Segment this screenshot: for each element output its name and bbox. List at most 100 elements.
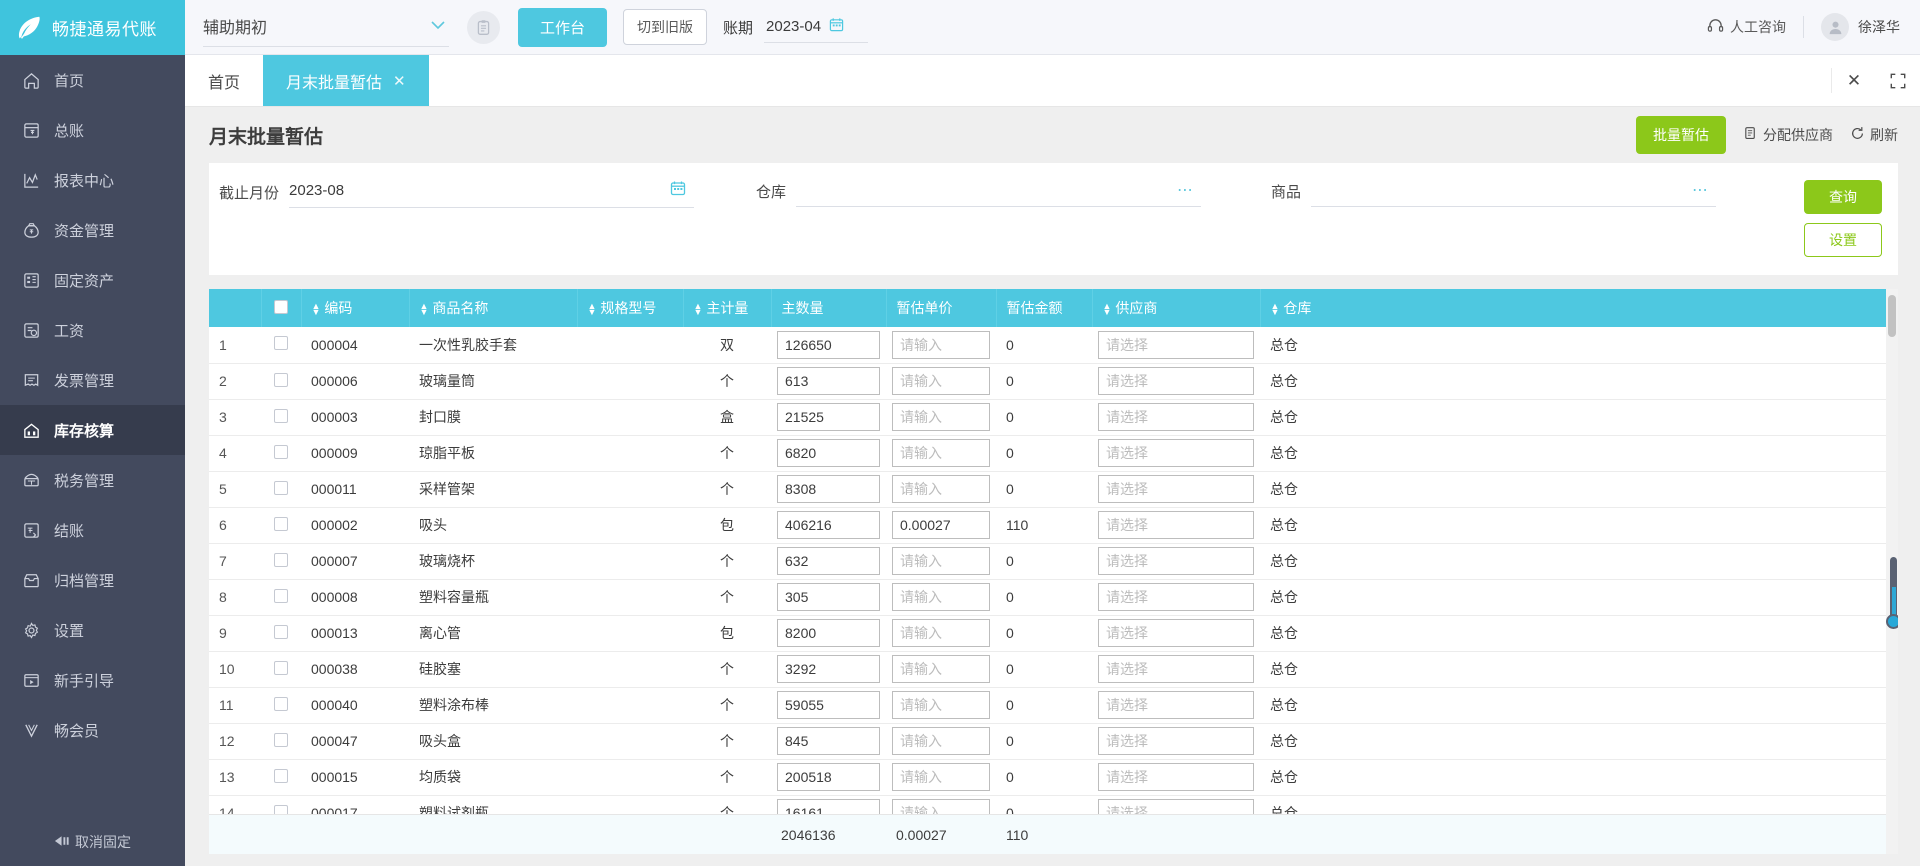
estimate-price-input[interactable]: 请输入	[892, 619, 990, 647]
cell-supplier[interactable]: 请选择	[1092, 543, 1260, 580]
quantity-input[interactable]: 613	[777, 367, 880, 395]
row-checkbox[interactable]	[274, 696, 288, 711]
cell-quantity[interactable]: 200518	[771, 759, 886, 796]
collapse-sidebar-button[interactable]: 取消固定	[0, 818, 185, 866]
quantity-input[interactable]: 16161	[777, 799, 880, 814]
supplier-select[interactable]: 请选择	[1098, 727, 1254, 755]
cell-quantity[interactable]: 8308	[771, 471, 886, 508]
row-checkbox[interactable]	[274, 624, 288, 639]
row-checkbox-cell[interactable]	[261, 579, 301, 616]
row-checkbox-cell[interactable]	[261, 723, 301, 760]
sidebar-item-settings[interactable]: 设置	[0, 605, 185, 655]
row-checkbox[interactable]	[274, 660, 288, 675]
close-icon[interactable]: ✕	[1846, 70, 1862, 90]
table-row[interactable]: 7 000007 玻璃烧杯 个 632 请输入 0 请选择 总仓	[209, 543, 1898, 580]
row-checkbox-cell[interactable]	[261, 651, 301, 688]
row-checkbox[interactable]	[274, 732, 288, 747]
sort-icon[interactable]: ▲ ▼	[587, 301, 597, 318]
table-row[interactable]: 2 000006 玻璃量筒 个 613 请输入 0 请选择 总仓	[209, 363, 1898, 400]
estimate-price-input[interactable]: 请输入	[892, 475, 990, 503]
account-period-field[interactable]: 2023-04	[764, 12, 869, 43]
row-checkbox[interactable]	[274, 804, 288, 814]
cell-estimate-price[interactable]: 请输入	[886, 759, 996, 796]
row-checkbox[interactable]	[274, 516, 288, 531]
cell-estimate-price[interactable]: 请输入	[886, 327, 996, 364]
cell-supplier[interactable]: 请选择	[1092, 327, 1260, 364]
estimate-price-input[interactable]: 请输入	[892, 403, 990, 431]
estimate-price-input[interactable]: 请输入	[892, 655, 990, 683]
cell-supplier[interactable]: 请选择	[1092, 651, 1260, 688]
row-checkbox-cell[interactable]	[261, 471, 301, 508]
row-checkbox-cell[interactable]	[261, 399, 301, 436]
cell-estimate-price[interactable]: 请输入	[886, 363, 996, 400]
row-checkbox[interactable]	[274, 444, 288, 459]
sidebar-item-general-ledger[interactable]: 总账	[0, 105, 185, 155]
table-row[interactable]: 3 000003 封口膜 盒 21525 请输入 0 请选择 总仓	[209, 399, 1898, 436]
tab-month-end-batch-estimate[interactable]: 月末批量暂估 ✕	[263, 55, 429, 106]
sidebar-item-fund-management[interactable]: 资金管理	[0, 205, 185, 255]
estimate-price-input[interactable]: 请输入	[892, 727, 990, 755]
username-label[interactable]: 徐泽华	[1858, 19, 1900, 35]
sidebar-item-vip-member[interactable]: 畅会员	[0, 705, 185, 755]
cell-estimate-price[interactable]: 请输入	[886, 687, 996, 724]
vertical-scrollbar[interactable]	[1886, 289, 1898, 854]
row-checkbox-cell[interactable]	[261, 543, 301, 580]
row-checkbox[interactable]	[274, 336, 288, 351]
row-checkbox-cell[interactable]	[261, 795, 301, 814]
quantity-input[interactable]: 59055	[777, 691, 880, 719]
row-checkbox[interactable]	[274, 588, 288, 603]
sort-icon[interactable]: ▲ ▼	[311, 301, 321, 318]
quantity-input[interactable]: 21525	[777, 403, 880, 431]
refresh-button[interactable]: 刷新	[1850, 125, 1898, 145]
row-checkbox-cell[interactable]	[261, 507, 301, 544]
cell-quantity[interactable]: 21525	[771, 399, 886, 436]
row-checkbox[interactable]	[274, 768, 288, 783]
table-row[interactable]: 9 000013 离心管 包 8200 请输入 0 请选择 总仓	[209, 615, 1898, 652]
cell-quantity[interactable]: 59055	[771, 687, 886, 724]
cell-estimate-price[interactable]: 请输入	[886, 543, 996, 580]
sidebar-item-payroll[interactable]: 工资	[0, 305, 185, 355]
cell-estimate-price[interactable]: 请输入	[886, 399, 996, 436]
scrollbar-drag-handle[interactable]	[1886, 557, 1898, 629]
batch-estimate-button[interactable]: 批量暂估	[1636, 116, 1726, 154]
quantity-input[interactable]: 6820	[777, 439, 880, 467]
calendar-icon[interactable]	[670, 180, 686, 201]
cell-supplier[interactable]: 请选择	[1092, 795, 1260, 814]
cell-quantity[interactable]: 406216	[771, 507, 886, 544]
quantity-input[interactable]: 200518	[777, 763, 880, 791]
cell-quantity[interactable]: 8200	[771, 615, 886, 652]
row-checkbox[interactable]	[274, 552, 288, 567]
table-scroll-body[interactable]: 1 000004 一次性乳胶手套双 126650 请输入 0 请选择 总仓 2 000006 玻璃量…	[209, 327, 1898, 814]
supplier-select[interactable]: 请选择	[1098, 330, 1254, 359]
quantity-input[interactable]: 8308	[777, 475, 880, 503]
product-input[interactable]: ⋯	[1311, 180, 1717, 207]
supplier-select[interactable]: 请选择	[1098, 547, 1254, 575]
cell-estimate-price[interactable]: 请输入	[886, 471, 996, 508]
cell-estimate-price[interactable]: 请输入	[886, 723, 996, 760]
row-checkbox-cell[interactable]	[261, 435, 301, 472]
cell-quantity[interactable]: 6820	[771, 435, 886, 472]
cell-supplier[interactable]: 请选择	[1092, 579, 1260, 616]
th-unit[interactable]: ▲ ▼ 主计量	[683, 289, 772, 327]
row-checkbox-cell[interactable]	[261, 687, 301, 724]
row-checkbox-cell[interactable]	[261, 759, 301, 796]
avatar[interactable]	[1821, 13, 1849, 41]
cell-supplier[interactable]: 请选择	[1092, 471, 1260, 508]
switch-old-version-button[interactable]: 切到旧版	[623, 9, 708, 45]
th-supplier[interactable]: ▲ ▼ 供应商	[1092, 289, 1261, 327]
table-row[interactable]: 13 000015 均质袋 个 200518 请输入 0 请选择 总仓	[209, 759, 1898, 796]
estimate-price-input[interactable]: 请输入	[892, 691, 990, 719]
period-selector[interactable]: 辅助期初	[203, 8, 449, 47]
ellipsis-icon[interactable]: ⋯	[1177, 182, 1194, 199]
supplier-select[interactable]: 请选择	[1098, 619, 1254, 647]
ellipsis-icon[interactable]: ⋯	[1692, 182, 1709, 199]
row-checkbox-cell[interactable]	[261, 327, 301, 364]
sort-icon[interactable]: ▲ ▼	[1102, 301, 1112, 318]
th-select-all[interactable]	[261, 289, 302, 327]
cell-quantity[interactable]: 16161	[771, 795, 886, 814]
sidebar-item-fixed-assets[interactable]: 固定资产	[0, 255, 185, 305]
row-checkbox-cell[interactable]	[261, 363, 301, 400]
cell-estimate-price[interactable]: 请输入	[886, 579, 996, 616]
quantity-input[interactable]: 845	[777, 727, 880, 755]
select-all-checkbox[interactable]	[274, 299, 288, 314]
